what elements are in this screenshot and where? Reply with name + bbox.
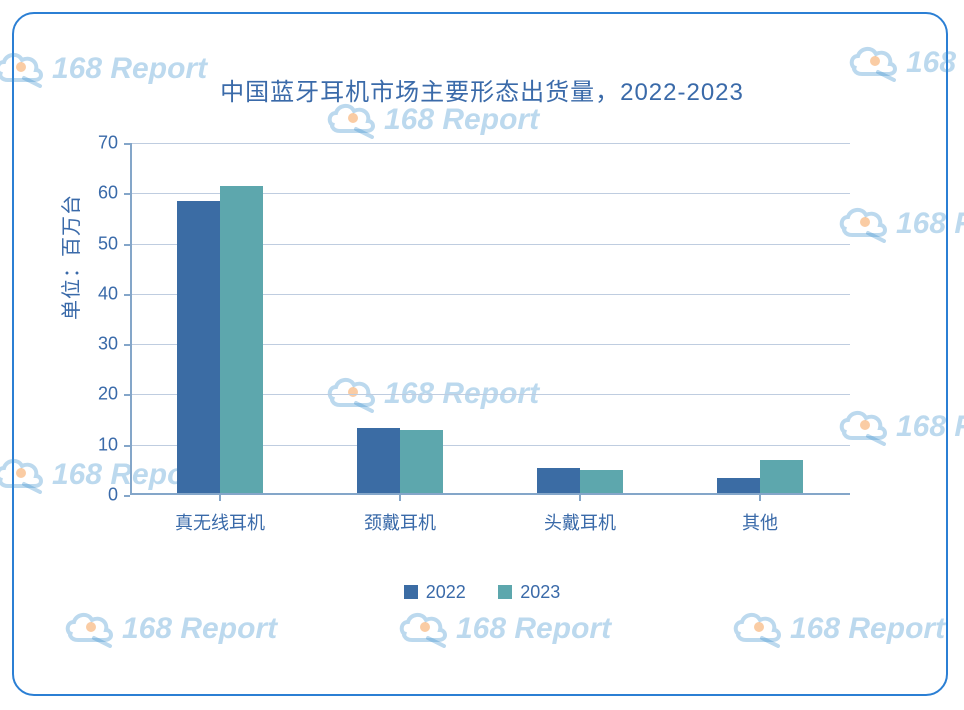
bar-2022-0 xyxy=(177,201,220,493)
legend-swatch-2023 xyxy=(498,585,512,599)
bar-2023-0 xyxy=(220,186,263,493)
y-tick-label: 10 xyxy=(98,434,130,455)
y-tick-label: 0 xyxy=(108,485,130,506)
x-category-label: 其他 xyxy=(742,495,778,535)
bar-2023-3 xyxy=(760,460,803,493)
y-tick-label: 50 xyxy=(98,233,130,254)
y-tick-label: 30 xyxy=(98,334,130,355)
y-tick-label: 70 xyxy=(98,133,130,154)
x-tick-mark xyxy=(759,495,761,501)
bar-2022-1 xyxy=(357,428,400,493)
bar-2022-3 xyxy=(717,478,760,493)
plot-area: 010203040506070真无线耳机颈戴耳机头戴耳机其他 xyxy=(130,143,850,495)
y-tick-label: 40 xyxy=(98,283,130,304)
y-tick-label: 60 xyxy=(98,183,130,204)
y-tick-label: 20 xyxy=(98,384,130,405)
legend-swatch-2022 xyxy=(404,585,418,599)
x-category-label: 颈戴耳机 xyxy=(364,495,436,535)
x-tick-mark xyxy=(579,495,581,501)
x-tick-mark xyxy=(399,495,401,501)
x-tick-mark xyxy=(219,495,221,501)
y-axis-title: 单位：百万台 xyxy=(55,194,84,320)
x-category-label: 头戴耳机 xyxy=(544,495,616,535)
legend: 2022 2023 xyxy=(0,582,964,603)
y-axis-line xyxy=(130,143,132,495)
legend-label-2023: 2023 xyxy=(520,582,560,602)
legend-label-2022: 2022 xyxy=(426,582,466,602)
x-category-label: 真无线耳机 xyxy=(175,495,265,535)
chart-title: 中国蓝牙耳机市场主要形态出货量，2022-2023 xyxy=(0,72,964,107)
grid-line xyxy=(132,143,850,144)
bar-2023-1 xyxy=(400,430,443,493)
legend-item-2023: 2023 xyxy=(498,582,560,603)
bar-2022-2 xyxy=(537,468,580,493)
bar-2023-2 xyxy=(580,470,623,493)
legend-item-2022: 2022 xyxy=(404,582,466,603)
